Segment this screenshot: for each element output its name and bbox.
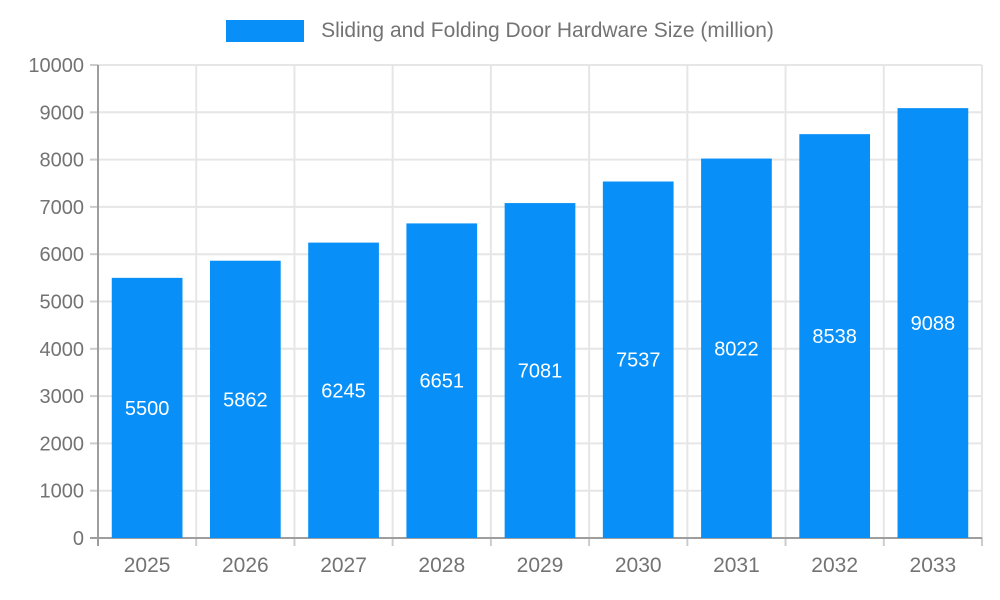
bar-value-label: 8022: [714, 338, 759, 360]
x-tick-label: 2031: [713, 554, 760, 577]
bar-value-label: 6245: [321, 380, 366, 402]
bar-2032[interactable]: [799, 134, 871, 539]
y-tick-label: 0: [73, 528, 84, 550]
bar-2026[interactable]: [209, 260, 281, 538]
y-tick-label: 10000: [28, 55, 84, 77]
x-tick-label: 2025: [124, 554, 171, 577]
y-tick-label: 2000: [40, 433, 85, 455]
bar-2025[interactable]: [111, 277, 183, 538]
bar-value-label: 7081: [518, 361, 563, 383]
bar-2028[interactable]: [406, 223, 478, 538]
x-tick-label: 2027: [320, 554, 367, 577]
y-tick-label: 1000: [40, 481, 85, 503]
bar-value-label: 9088: [911, 313, 956, 335]
bar-value-label: 5500: [125, 398, 170, 420]
x-tick-label: 2026: [222, 554, 269, 577]
bar-value-label: 6651: [420, 371, 465, 393]
bar-2033[interactable]: [897, 108, 969, 538]
x-tick-label: 2033: [910, 554, 957, 577]
x-tick-label: 2030: [615, 554, 662, 577]
y-tick-label: 6000: [40, 244, 85, 266]
legend-label: Sliding and Folding Door Hardware Size (…: [321, 19, 774, 42]
bar-value-label: 7537: [616, 350, 661, 372]
y-tick-label: 9000: [40, 102, 85, 124]
y-tick-label: 7000: [40, 197, 85, 219]
bar-2027[interactable]: [308, 242, 379, 538]
x-tick-label: 2028: [418, 554, 465, 577]
bar-value-label: 5862: [223, 389, 268, 411]
bar-value-label: 8538: [812, 326, 857, 348]
x-tick-label: 2029: [517, 554, 564, 577]
y-tick-label: 5000: [40, 292, 85, 314]
y-tick-label: 8000: [40, 150, 85, 172]
y-tick-label: 3000: [40, 386, 85, 408]
bar-2030[interactable]: [602, 181, 674, 539]
legend-item[interactable]: Sliding and Folding Door Hardware Size (…: [0, 20, 1000, 42]
legend-swatch: [226, 20, 305, 42]
bar-2029[interactable]: [504, 203, 576, 538]
x-tick-label: 2032: [811, 554, 858, 577]
bar-2031[interactable]: [701, 158, 772, 539]
y-tick-label: 4000: [40, 339, 85, 361]
